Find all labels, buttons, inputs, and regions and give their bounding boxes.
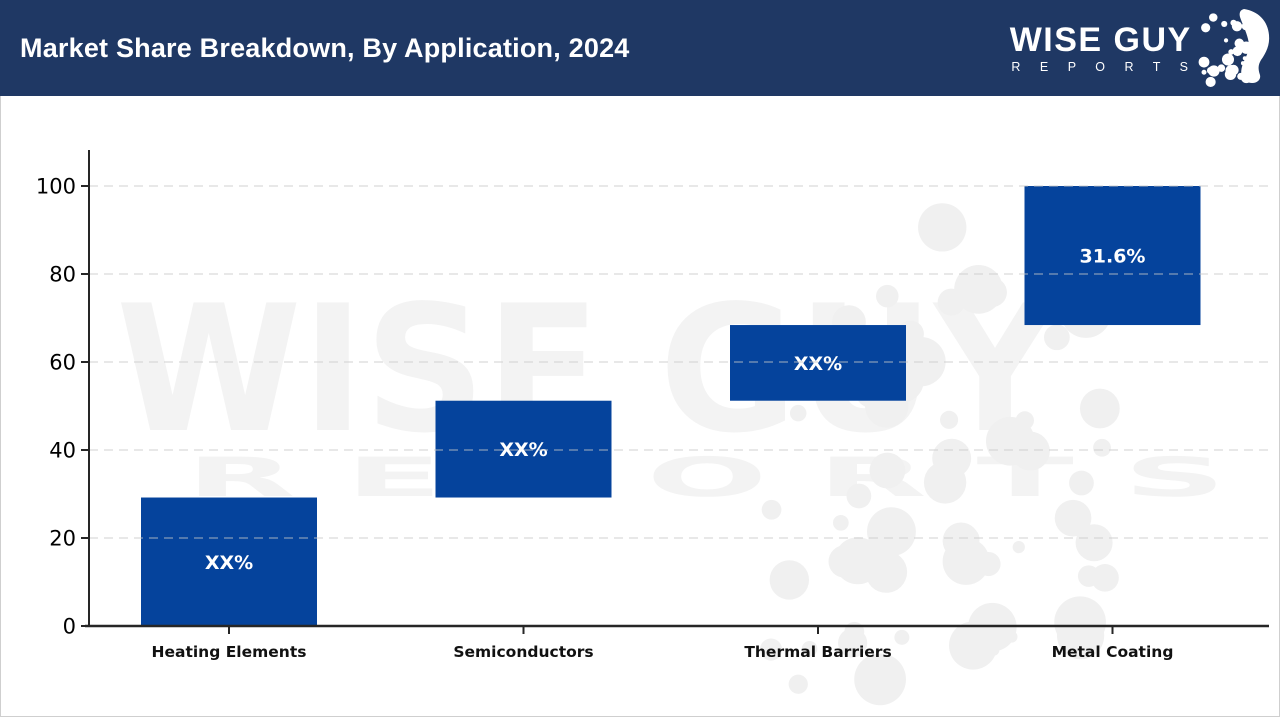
bar-value-label: XX% <box>499 439 547 461</box>
bar-value-label: XX% <box>794 353 842 375</box>
bar-semiconductors <box>435 400 612 498</box>
bar-thermal-barriers <box>730 325 906 401</box>
brand-logo: WISE GUY R E P O R T S <box>1005 0 1272 96</box>
x-category-label: Metal Coating <box>1052 643 1174 661</box>
y-tick-label: 100 <box>36 175 76 199</box>
logo-face-icon <box>1198 9 1270 88</box>
logo-subtext: R E P O R T S <box>1011 59 1196 74</box>
x-category-label: Heating Elements <box>152 643 307 661</box>
logo-face-profile <box>1239 9 1270 83</box>
bar-value-label: XX% <box>205 552 253 574</box>
x-category-label: Semiconductors <box>453 643 593 661</box>
logo-text: WISE GUY R E P O R T S <box>1005 23 1196 74</box>
y-tick-label: 40 <box>49 439 76 463</box>
y-tick-label: 80 <box>49 263 76 287</box>
chart-title: Market Share Breakdown, By Application, … <box>20 32 630 63</box>
watermark-subtext: R E P O R T S <box>186 446 1226 509</box>
header: Market Share Breakdown, By Application, … <box>0 0 1280 96</box>
chart-area: WISE GUY R E P O R T S XX% XX% XX% 31.6% 0 20 40… <box>0 96 1280 717</box>
bar-heating-elements <box>141 497 317 626</box>
logo-wordmark: WISE GUY <box>1009 20 1192 59</box>
y-tick-label: 0 <box>63 615 76 639</box>
x-category-label: Thermal Barriers <box>744 643 891 661</box>
bar-value-label: 31.6% <box>1080 246 1146 268</box>
bar-metal-coating <box>1024 186 1201 326</box>
y-tick-label: 60 <box>49 351 76 375</box>
y-tick-label: 20 <box>49 527 76 551</box>
